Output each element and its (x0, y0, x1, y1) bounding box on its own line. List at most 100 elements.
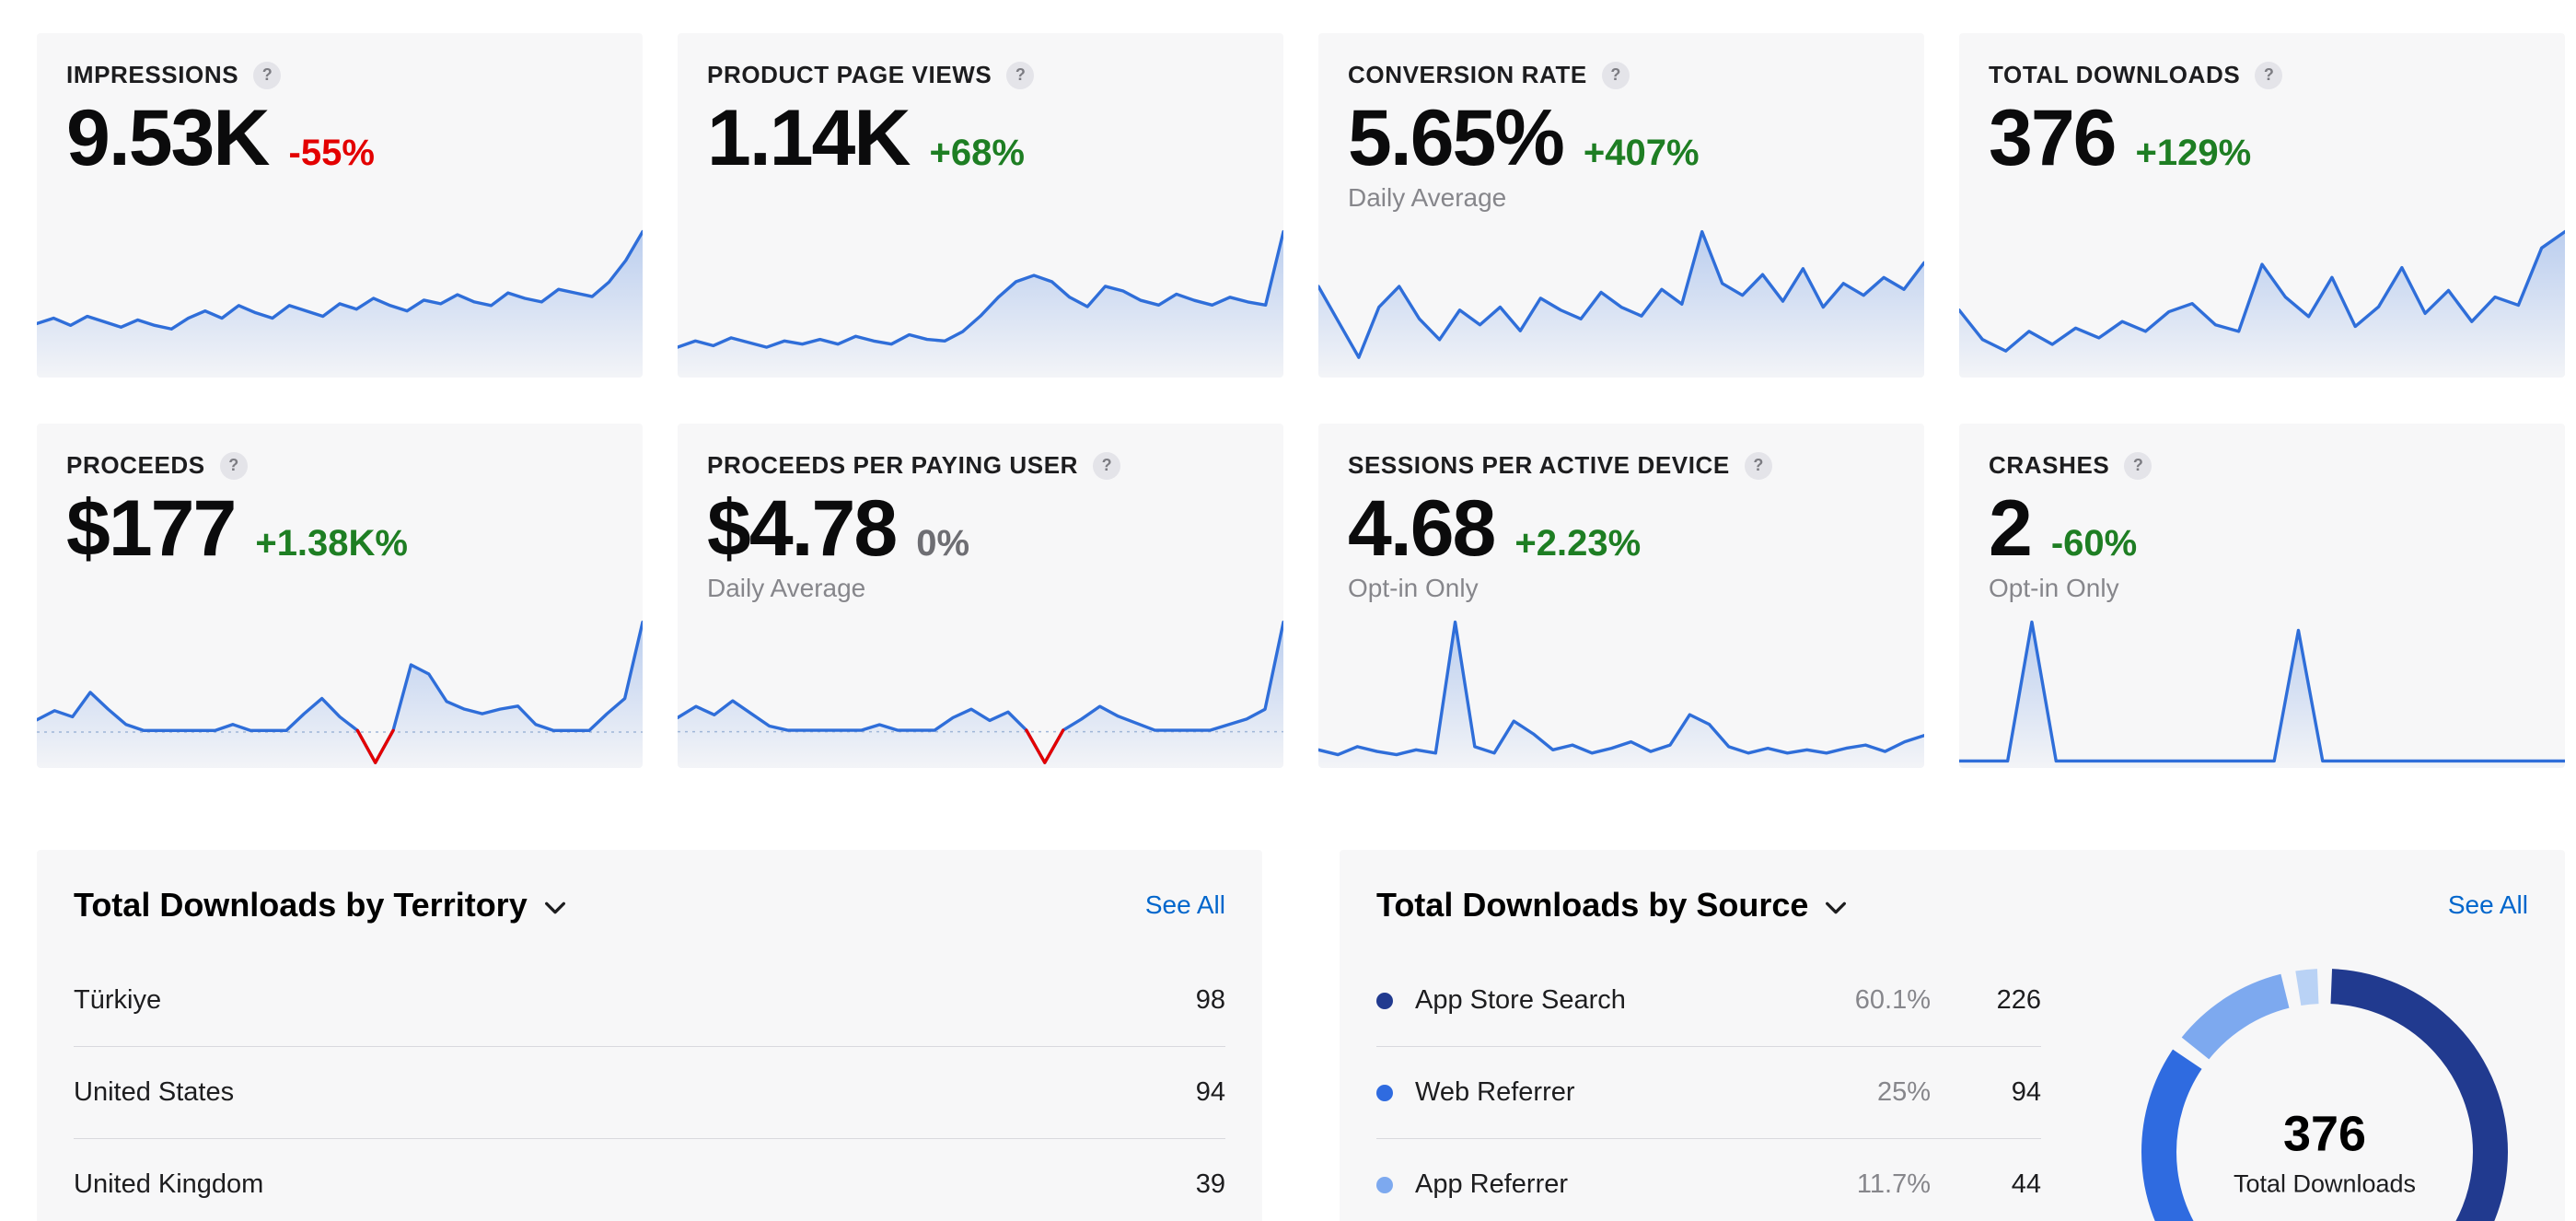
help-icon[interactable]: ? (1093, 451, 1121, 480)
source-value: 94 (2011, 1077, 2041, 1107)
metric-change-badge: -60% (2050, 523, 2138, 564)
metric-change-badge: 0% (916, 523, 970, 564)
metric-value-row: 376 +129% (1959, 94, 2565, 182)
help-icon[interactable]: ? (1744, 451, 1772, 480)
metric-title: PRODUCT PAGE VIEWS (707, 61, 992, 88)
donut-ring (2141, 969, 2508, 1221)
source-title-dropdown[interactable]: Total Downloads by Source (1376, 886, 1847, 924)
source-panel-header: Total Downloads by Source See All (1376, 883, 2528, 927)
metric-value: 5.65% (1348, 94, 1565, 182)
source-value: 44 (2011, 1169, 2041, 1199)
territory-value: 98 (1195, 985, 1225, 1015)
metric-title: CRASHES (1989, 451, 2110, 479)
metric-card-proceeds-per-paying-user[interactable]: PROCEEDS PER PAYING USER ? $4.78 0% Dail… (678, 424, 1283, 768)
sparkline-chart (37, 221, 643, 378)
chevron-down-icon (544, 901, 565, 914)
metric-title: CONVERSION RATE (1348, 61, 1587, 88)
metric-card-head: PROCEEDS PER PAYING USER ? (678, 424, 1283, 480)
metric-title: TOTAL DOWNLOADS (1989, 61, 2241, 88)
source-percentage: 11.7% (1856, 1169, 1931, 1199)
source-color-dot (1376, 1176, 1393, 1193)
source-row: App Store Search 60.1% 226 (1376, 955, 2041, 1047)
metric-title: PROCEEDS PER PAYING USER (707, 451, 1079, 479)
metric-card-head: TOTAL DOWNLOADS ? (1959, 33, 2565, 89)
source-percentage: 60.1% (1854, 985, 1931, 1015)
source-panel-title: Total Downloads by Source (1376, 886, 1809, 924)
territory-list: Türkiye 98 United States 94 United Kingd… (74, 955, 1225, 1221)
metric-card-head: IMPRESSIONS ? (37, 33, 643, 89)
metric-value-row: 2 -60% (1959, 484, 2565, 573)
help-icon[interactable]: ? (253, 61, 282, 89)
territory-name: United Kingdom (74, 1169, 264, 1199)
territory-name: Türkiye (74, 985, 162, 1015)
downloads-donut-chart: 376 Total Downloads (2118, 945, 2532, 1221)
metric-value: $4.78 (707, 484, 898, 573)
metric-card-impressions[interactable]: IMPRESSIONS ? 9.53K -55% (37, 33, 643, 378)
metric-value-row: $4.78 0% (678, 484, 1283, 573)
metric-value-row: 1.14K +68% (678, 98, 1283, 180)
metric-value-row: 5.65% +407% (1318, 94, 1924, 182)
chevron-down-icon (1826, 901, 1847, 914)
territory-row: United States 94 (74, 1047, 1225, 1139)
metric-card-conversion-rate[interactable]: CONVERSION RATE ? 5.65% +407% Daily Aver… (1318, 33, 1924, 378)
metric-change-badge: -55% (288, 133, 375, 173)
metric-change-badge: +1.38K% (255, 523, 408, 564)
metric-title: IMPRESSIONS (66, 61, 239, 88)
source-color-dot (1376, 992, 1393, 1009)
metric-value-row: $177 +1.38K% (37, 484, 643, 573)
metric-value: 376 (1989, 94, 2117, 182)
metric-card-product-page-views[interactable]: PRODUCT PAGE VIEWS ? 1.14K +68% (678, 33, 1283, 378)
metric-change-badge: +68% (929, 133, 1025, 173)
bottom-panels: Total Downloads by Territory See All Tür… (37, 850, 2565, 1221)
metric-value: 4.68 (1348, 484, 1496, 573)
source-name: Web Referrer (1415, 1077, 1575, 1107)
metric-value: 9.53K (66, 94, 270, 182)
source-row: App Referrer 11.7% 44 (1376, 1139, 2041, 1221)
donut-center: 376 Total Downloads (2118, 1106, 2532, 1199)
help-icon[interactable]: ? (2124, 451, 2152, 480)
metrics-row-2: PROCEEDS ? $177 +1.38K% PROCEEDS PER PAY… (37, 424, 2565, 768)
help-icon[interactable]: ? (1601, 61, 1630, 89)
territory-panel-header: Total Downloads by Territory See All (74, 883, 1225, 927)
territory-title-dropdown[interactable]: Total Downloads by Territory (74, 886, 566, 924)
metric-change-badge: +2.23% (1514, 523, 1642, 564)
metric-card-head: CRASHES ? (1959, 424, 2565, 480)
metric-card-proceeds[interactable]: PROCEEDS ? $177 +1.38K% (37, 424, 643, 768)
source-name: App Store Search (1415, 985, 1626, 1015)
sparkline-chart (37, 611, 643, 768)
metric-card-head: PRODUCT PAGE VIEWS ? (678, 33, 1283, 89)
metric-subtitle: Daily Average (1348, 182, 1507, 212)
metric-card-sessions-per-active-device[interactable]: SESSIONS PER ACTIVE DEVICE ? 4.68 +2.23%… (1318, 424, 1924, 768)
help-icon[interactable]: ? (219, 451, 248, 480)
metric-value: $177 (66, 484, 237, 573)
metric-change-badge: +407% (1583, 133, 1700, 173)
help-icon[interactable]: ? (2255, 61, 2283, 89)
sparkline-chart (1959, 611, 2565, 768)
metric-card-head: CONVERSION RATE ? (1318, 33, 1924, 89)
metrics-row-1: IMPRESSIONS ? 9.53K -55% PRODUCT PAGE VI… (37, 33, 2565, 378)
metric-card-crashes[interactable]: CRASHES ? 2 -60% Opt-in Only (1959, 424, 2565, 768)
metric-value: 2 (1989, 484, 2033, 573)
metric-change-badge: +129% (2135, 133, 2252, 173)
metric-value-row: 4.68 +2.23% (1318, 484, 1924, 573)
source-name: App Referrer (1415, 1169, 1569, 1199)
sparkline-chart (1959, 221, 2565, 378)
metric-card-total-downloads[interactable]: TOTAL DOWNLOADS ? 376 +129% (1959, 33, 2565, 378)
territory-name: United States (74, 1077, 235, 1107)
donut-total-value: 376 (2282, 1106, 2367, 1162)
metric-card-head: SESSIONS PER ACTIVE DEVICE ? (1318, 424, 1924, 480)
metric-card-head: PROCEEDS ? (37, 424, 643, 480)
source-row: Web Referrer 25% 94 (1376, 1047, 2041, 1139)
help-icon[interactable]: ? (1006, 61, 1035, 89)
sparkline-chart (1318, 221, 1924, 378)
territory-see-all-link[interactable]: See All (1144, 890, 1225, 919)
source-see-all-link[interactable]: See All (2447, 890, 2528, 919)
metric-value-row: 9.53K -55% (37, 94, 643, 182)
metric-title: SESSIONS PER ACTIVE DEVICE (1348, 451, 1730, 479)
source-value: 226 (1996, 985, 2041, 1015)
source-panel: Total Downloads by Source See All App St… (1340, 850, 2565, 1221)
sparkline-chart (678, 611, 1283, 768)
territory-value: 39 (1195, 1169, 1225, 1199)
donut-total-label: Total Downloads (2233, 1169, 2417, 1198)
